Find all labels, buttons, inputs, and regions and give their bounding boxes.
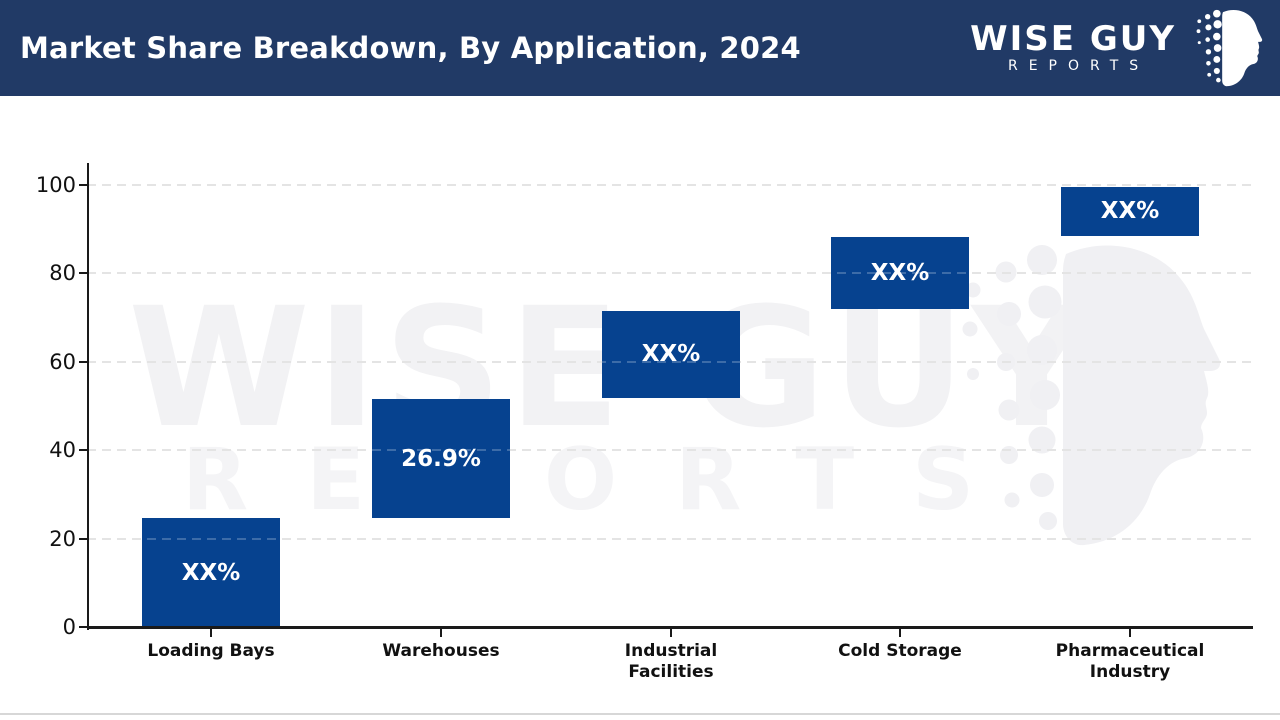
y-axis-line[interactable] [87, 163, 89, 630]
x-axis-tick[interactable] [670, 629, 672, 637]
y-axis-tick[interactable] [79, 184, 87, 186]
gridline-overlay[interactable] [87, 537, 1253, 540]
wiseguy-face-icon [1196, 9, 1263, 87]
bar-value-label: XX% [641, 341, 701, 368]
chart-title: Market Share Breakdown, By Application, … [20, 31, 801, 65]
y-axis-tick[interactable] [79, 626, 87, 628]
x-axis-tick[interactable] [210, 629, 212, 637]
logo-text: WISE GUY REPORTS [970, 21, 1176, 75]
y-axis-tick[interactable] [79, 360, 87, 363]
x-axis-tick[interactable] [440, 629, 442, 637]
y-axis-tick-label[interactable]: 0 [62, 615, 76, 639]
y-axis-tick[interactable] [79, 537, 87, 540]
x-axis-tick[interactable] [899, 629, 901, 637]
header: Market Share Breakdown, By Application, … [0, 0, 1280, 96]
x-axis-label[interactable]: Pharmaceutical Industry [1055, 641, 1205, 682]
gridline-overlay[interactable] [87, 449, 1253, 452]
gridline[interactable] [87, 449, 1253, 452]
bar-segment[interactable]: XX% [602, 310, 740, 399]
x-axis-line[interactable] [87, 626, 1253, 629]
bar-value-label: XX% [870, 260, 930, 287]
x-axis-label[interactable]: Cold Storage [838, 641, 962, 661]
bar-segment[interactable]: 26.9% [372, 399, 510, 519]
y-axis-tick-label[interactable]: 40 [49, 438, 76, 463]
gridline-overlay[interactable] [87, 360, 1253, 363]
x-axis-label[interactable]: Warehouses [382, 641, 500, 661]
logo-sub-text: REPORTS [1007, 58, 1150, 74]
x-axis-tick[interactable] [1129, 629, 1131, 637]
y-axis-tick-label[interactable]: 100 [35, 173, 76, 197]
bar-value-label: 26.9% [401, 445, 481, 472]
bar-value-label: XX% [181, 559, 241, 586]
bar-segment[interactable]: XX% [142, 518, 280, 627]
y-axis-tick[interactable] [79, 449, 87, 452]
watermark-reports-text: REPORTS [182, 430, 1033, 530]
watermark-face-icon [962, 245, 1221, 546]
y-axis-tick-label[interactable]: 60 [49, 349, 76, 374]
gridline[interactable] [87, 537, 1253, 540]
gridline[interactable] [87, 184, 1253, 186]
x-axis-label[interactable]: Industrial Facilities [624, 641, 718, 682]
gridline[interactable] [87, 272, 1253, 275]
y-axis-tick-label[interactable]: 20 [49, 526, 76, 551]
bar-segment[interactable]: XX% [1061, 186, 1199, 236]
y-axis-tick[interactable] [79, 272, 87, 275]
x-axis-label[interactable]: Loading Bays [147, 641, 275, 661]
wiseguy-logo: WISE GUY REPORTS [970, 0, 1272, 96]
bar-segment[interactable]: XX% [831, 237, 969, 310]
footer-divider [0, 713, 1280, 715]
bar-value-label: XX% [1100, 198, 1160, 225]
logo-brand-text: WISE GUY [970, 19, 1176, 59]
gridline-overlay[interactable] [87, 272, 1253, 275]
y-axis-tick-label[interactable]: 80 [49, 261, 76, 286]
gridline-overlay[interactable] [87, 184, 1253, 186]
